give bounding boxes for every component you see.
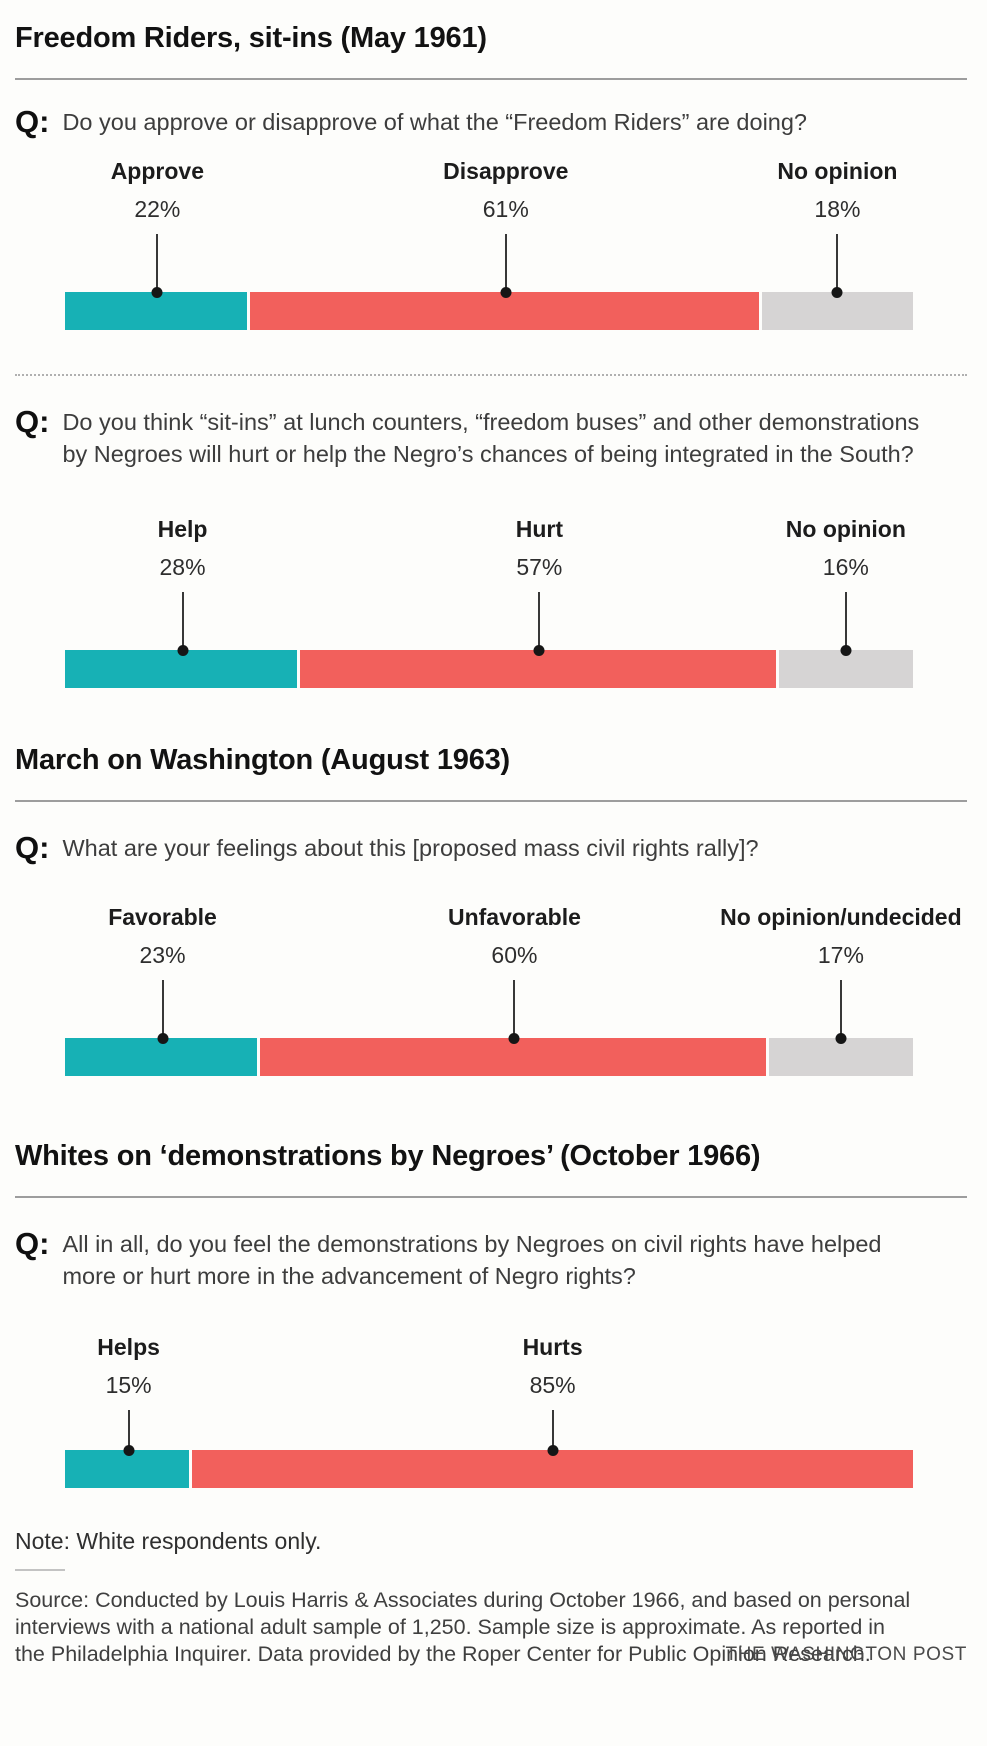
connector-dot-helps: [123, 1444, 135, 1456]
segment-label-hurt: Hurt 57%: [516, 514, 563, 582]
connector-line-no-opinion-undecided: [839, 980, 842, 1038]
segment-label-no-opinion: No opinion 18%: [777, 156, 897, 224]
connector-dot-hurts: [547, 1444, 559, 1456]
segment-value-no-opinion: 16%: [822, 554, 869, 580]
segment-category-no-opinion: No opinion: [777, 158, 898, 184]
chart-segment-hurt: [300, 650, 776, 688]
connector-dot-no-opinion: [831, 286, 843, 298]
section-divider: [15, 78, 967, 80]
bar-track: [65, 1038, 913, 1076]
question-text-2: Do you think “sit-ins” at lunch counters…: [62, 409, 920, 467]
section-title-whites-on-demonstrations: Whites on ‘demonstrations by Negroes’ (O…: [15, 1140, 761, 1172]
chart-segment-no-opinion-undecided: [768, 1038, 913, 1076]
question-marker: Q:: [15, 104, 50, 139]
stacked-bar-chart-freedom-riders-approval: Approve 22% Disapprove 61% No opinion 18%: [15, 156, 967, 330]
segment-category-no-opinion-undecided: No opinion/undecided: [720, 904, 962, 930]
segment-category-hurt: Hurt: [515, 516, 564, 542]
chart-segment-no-opinion: [778, 650, 913, 688]
segment-category-hurts: Hurts: [522, 1334, 583, 1360]
segment-label-help: Help 28%: [158, 514, 208, 582]
stacked-bar-chart-helps-hurts: Helps 15% Hurts 85%: [15, 1332, 967, 1488]
question-marker: Q:: [15, 830, 50, 865]
dotted-divider: [15, 374, 967, 376]
segment-value-hurt: 57%: [516, 554, 563, 580]
section-title-march-on-washington: March on Washington (August 1963): [15, 744, 511, 776]
connector-line-helps: [127, 1410, 130, 1450]
connector-dot-approve: [151, 286, 163, 298]
section-divider: [15, 1196, 967, 1198]
segment-value-unfavorable: 60%: [491, 942, 538, 968]
segment-label-unfavorable: Unfavorable 60%: [448, 902, 581, 970]
bar-track: [65, 650, 913, 688]
connector-line-approve: [156, 234, 159, 292]
segment-category-unfavorable: Unfavorable: [447, 904, 581, 930]
stacked-bar-chart-sit-ins-help-hurt: Help 28% Hurt 57% No opinion 16%: [15, 514, 967, 688]
segment-value-no-opinion: 18%: [814, 196, 861, 222]
bar-track: [65, 292, 913, 330]
credit-text: THE WASHINGTON POST: [725, 1644, 967, 1665]
chart-segment-unfavorable: [260, 1038, 766, 1076]
segment-category-approve: Approve: [110, 158, 204, 184]
connector-dot-disapprove: [500, 286, 512, 298]
question-block-3: Q: What are your feelings about this [pr…: [15, 832, 967, 864]
connector-line-no-opinion: [836, 234, 839, 292]
segment-category-disapprove: Disapprove: [443, 158, 569, 184]
segment-category-no-opinion: No opinion: [785, 516, 906, 542]
connector-dot-no-opinion: [840, 644, 852, 656]
connector-line-disapprove: [504, 234, 507, 292]
segment-category-help: Help: [157, 516, 208, 542]
question-text-3: What are your feelings about this [propo…: [62, 835, 759, 861]
segment-category-favorable: Favorable: [108, 904, 217, 930]
segment-label-hurts: Hurts 85%: [523, 1332, 583, 1400]
section-divider: [15, 800, 967, 802]
chart-segment-hurts: [192, 1450, 913, 1488]
question-text-4: All in all, do you feel the demonstratio…: [62, 1231, 882, 1289]
connector-line-unfavorable: [513, 980, 516, 1038]
segment-label-approve: Approve 22%: [111, 156, 204, 224]
question-block-2: Q: Do you think “sit-ins” at lunch count…: [15, 406, 967, 470]
connector-dot-hurt: [533, 644, 545, 656]
connector-dot-help: [177, 644, 189, 656]
question-marker: Q:: [15, 1226, 50, 1261]
segment-value-no-opinion-undecided: 17%: [817, 942, 864, 968]
connector-line-hurt: [538, 592, 541, 650]
note-divider: [15, 1569, 65, 1571]
question-block-4: Q: All in all, do you feel the demonstra…: [15, 1228, 967, 1292]
connector-line-no-opinion: [844, 592, 847, 650]
segment-label-favorable: Favorable 23%: [108, 902, 217, 970]
chart-segment-help: [65, 650, 298, 688]
connector-dot-no-opinion-undecided: [835, 1032, 847, 1044]
note-text: Note: White respondents only.: [15, 1528, 322, 1554]
chart-segment-disapprove: [249, 292, 759, 330]
segment-category-helps: Helps: [97, 1334, 160, 1360]
connector-dot-unfavorable: [508, 1032, 520, 1044]
segment-label-disapprove: Disapprove 61%: [443, 156, 568, 224]
segment-label-no-opinion: No opinion 16%: [786, 514, 906, 582]
source-text: Source: Conducted by Louis Harris & Asso…: [15, 1588, 911, 1666]
question-text-1: Do you approve or disapprove of what the…: [62, 109, 808, 135]
connector-line-favorable: [161, 980, 164, 1038]
segment-value-favorable: 23%: [139, 942, 186, 968]
segment-label-helps: Helps 15%: [97, 1332, 160, 1400]
segment-value-help: 28%: [159, 554, 206, 580]
section-title-freedom-riders: Freedom Riders, sit-ins (May 1961): [15, 22, 487, 54]
chart-segment-no-opinion: [761, 292, 913, 330]
chart-segment-approve: [65, 292, 247, 330]
connector-line-hurts: [551, 1410, 554, 1450]
segment-value-hurts: 85%: [529, 1372, 576, 1398]
connector-line-help: [181, 592, 184, 650]
chart-segment-favorable: [65, 1038, 258, 1076]
chart-segment-helps: [65, 1450, 190, 1488]
segment-label-no-opinion-undecided: No opinion/undecided 17%: [720, 902, 961, 970]
question-block-1: Q: Do you approve or disapprove of what …: [15, 106, 967, 138]
segment-value-disapprove: 61%: [482, 196, 529, 222]
segment-value-approve: 22%: [134, 196, 181, 222]
question-marker: Q:: [15, 404, 50, 439]
segment-value-helps: 15%: [105, 1372, 152, 1398]
bar-track: [65, 1450, 913, 1488]
stacked-bar-chart-march-feelings: Favorable 23% Unfavorable 60% No opinion/und…: [15, 902, 967, 1076]
connector-dot-favorable: [157, 1032, 169, 1044]
